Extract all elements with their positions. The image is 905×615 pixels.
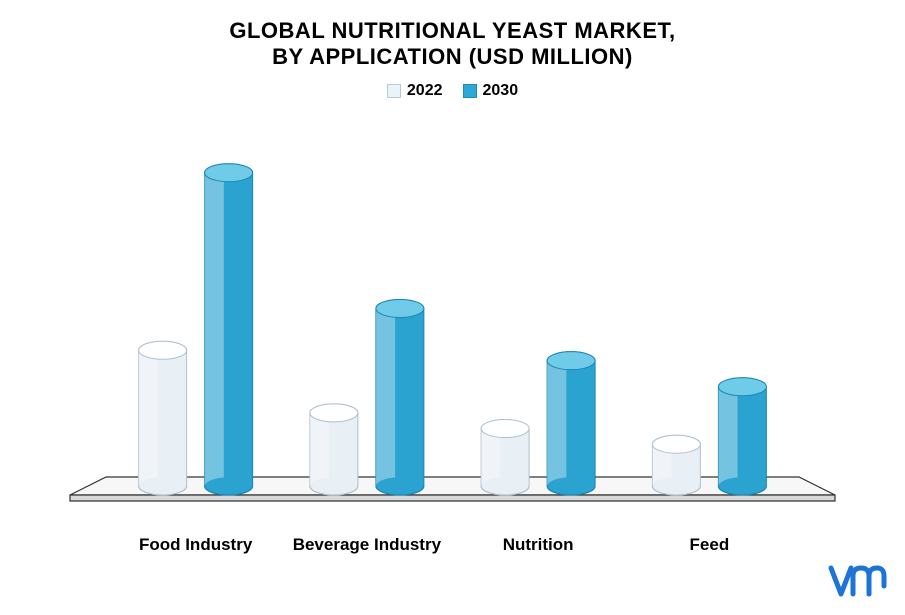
legend-swatch-2030 xyxy=(463,84,477,98)
category-label: Nutrition xyxy=(503,535,574,555)
category-label: Beverage Industry xyxy=(293,535,441,555)
chart-legend: 2022 2030 xyxy=(0,82,905,100)
legend-item-2022: 2022 xyxy=(387,82,443,100)
legend-swatch-2022 xyxy=(387,84,401,98)
legend-item-2030: 2030 xyxy=(463,82,519,100)
chart-title-block: GLOBAL NUTRITIONAL YEAST MARKET, BY APPL… xyxy=(0,0,905,70)
brand-logo xyxy=(827,564,887,605)
chart-area: Food IndustryBeverage IndustryNutritionF… xyxy=(50,140,855,525)
category-label: Food Industry xyxy=(139,535,252,555)
category-label: Feed xyxy=(690,535,730,555)
legend-label-2022: 2022 xyxy=(407,82,443,100)
chart-title-line1: GLOBAL NUTRITIONAL YEAST MARKET, xyxy=(0,18,905,44)
chart-svg xyxy=(50,140,855,525)
chart-title-line2: BY APPLICATION (USD MILLION) xyxy=(0,44,905,70)
legend-label-2030: 2030 xyxy=(483,82,519,100)
